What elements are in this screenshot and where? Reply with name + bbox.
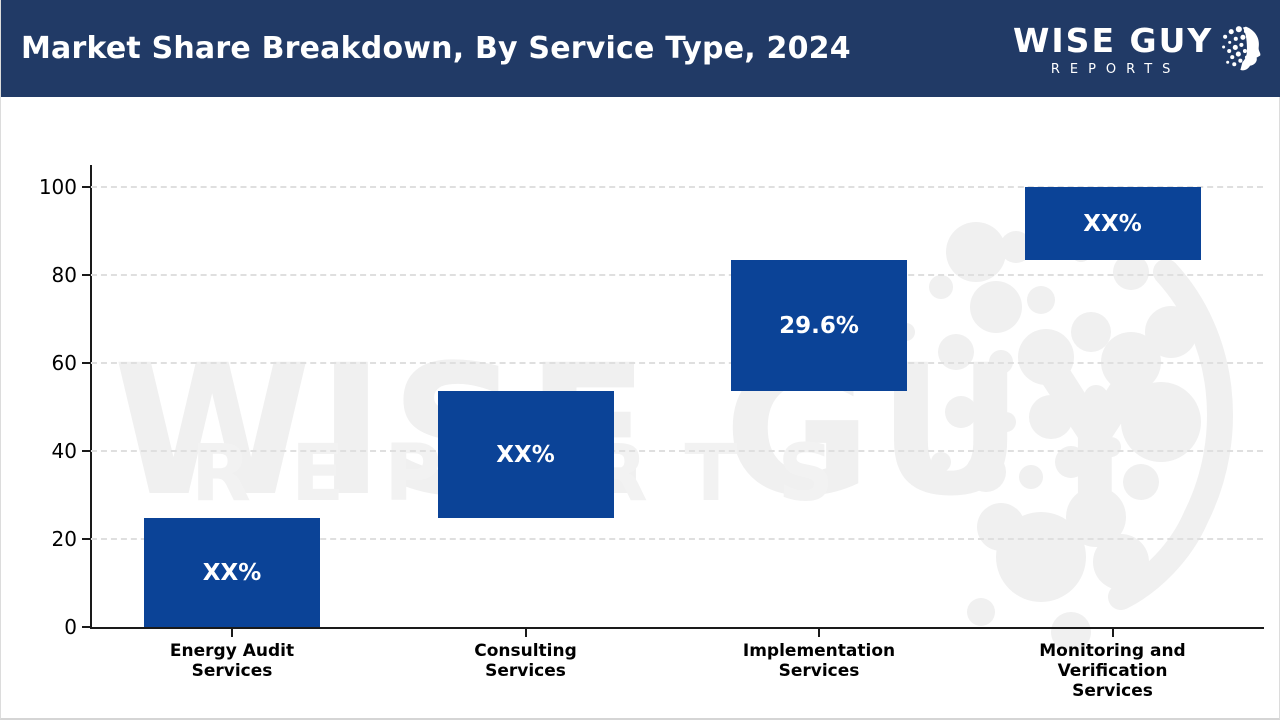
x-category-label-line: Implementation [742,641,896,661]
x-category-label-energy-audit-services: Energy Audit Services [102,641,362,681]
logo-brand-text: WISE GUY [1013,21,1214,60]
bar-energy-audit-services: XX% [144,518,320,627]
y-tick-label-20: 20 [51,527,77,551]
header-bar: Market Share Breakdown, By Service Type,… [1,0,1280,97]
wiseguy-head-icon [1222,26,1261,71]
bar-monitoring-and-verification-services: XX% [1024,187,1201,261]
x-tick-mark-consulting-services [524,629,527,637]
y-axis-line [90,165,92,628]
bar-consulting-services: XX% [437,390,614,519]
bar-implementation-services: 29.6% [731,260,907,391]
x-category-label-consulting-services: Consulting Services [396,641,656,681]
x-category-label-line: Consulting [474,641,577,661]
gridline-80 [91,274,1263,276]
x-axis-line [90,627,1264,629]
x-category-label-line: Services [485,661,566,681]
y-tick-mark-100 [82,186,90,188]
y-tick-mark-20 [82,538,90,540]
y-tick-mark-80 [82,274,90,276]
bar-value-label-consulting-services: XX% [496,441,555,468]
y-tick-mark-0 [82,626,90,628]
x-category-label-line: Verification [1057,661,1168,681]
logo-reports-text: REPORTS [1050,62,1181,77]
x-category-label-line: Monitoring and [1039,641,1186,661]
bar-value-label-energy-audit-services: XX% [202,559,262,586]
x-category-label-implementation-services: Implementation Services [689,641,949,681]
chart-title: Market Share Breakdown, By Service Type,… [21,31,851,66]
y-tick-label-100: 100 [38,175,77,199]
x-tick-mark-implementation-services [818,629,820,637]
y-tick-label-60: 60 [51,351,77,375]
x-category-label-monitoring-and-verification-services: Monitoring and Verification Services [983,641,1243,701]
gridline-60 [91,362,1263,364]
gridline-100 [91,186,1263,188]
x-tick-mark-monitoring-and-verification-services [1111,629,1114,637]
wiseguy-logo: WISE GUY REPORTS [1013,6,1263,92]
y-tick-label-80: 80 [51,263,77,287]
x-category-label-line: Services [1072,681,1153,701]
x-category-label-line: Energy Audit [169,641,295,661]
watermark-head-dots [897,222,1233,652]
bar-value-label-monitoring-and-verification-services: XX% [1083,210,1142,237]
y-tick-label-40: 40 [51,439,77,463]
y-tick-mark-40 [82,450,90,452]
gridline-20 [91,538,1263,540]
x-category-label-line: Services [191,661,273,681]
x-category-label-line: Services [778,661,860,681]
y-tick-label-0: 0 [64,615,77,639]
gridline-40 [91,450,1263,452]
x-tick-mark-energy-audit-services [231,629,233,637]
y-tick-mark-60 [82,362,90,364]
bar-value-label-implementation-services: 29.6% [779,312,859,339]
